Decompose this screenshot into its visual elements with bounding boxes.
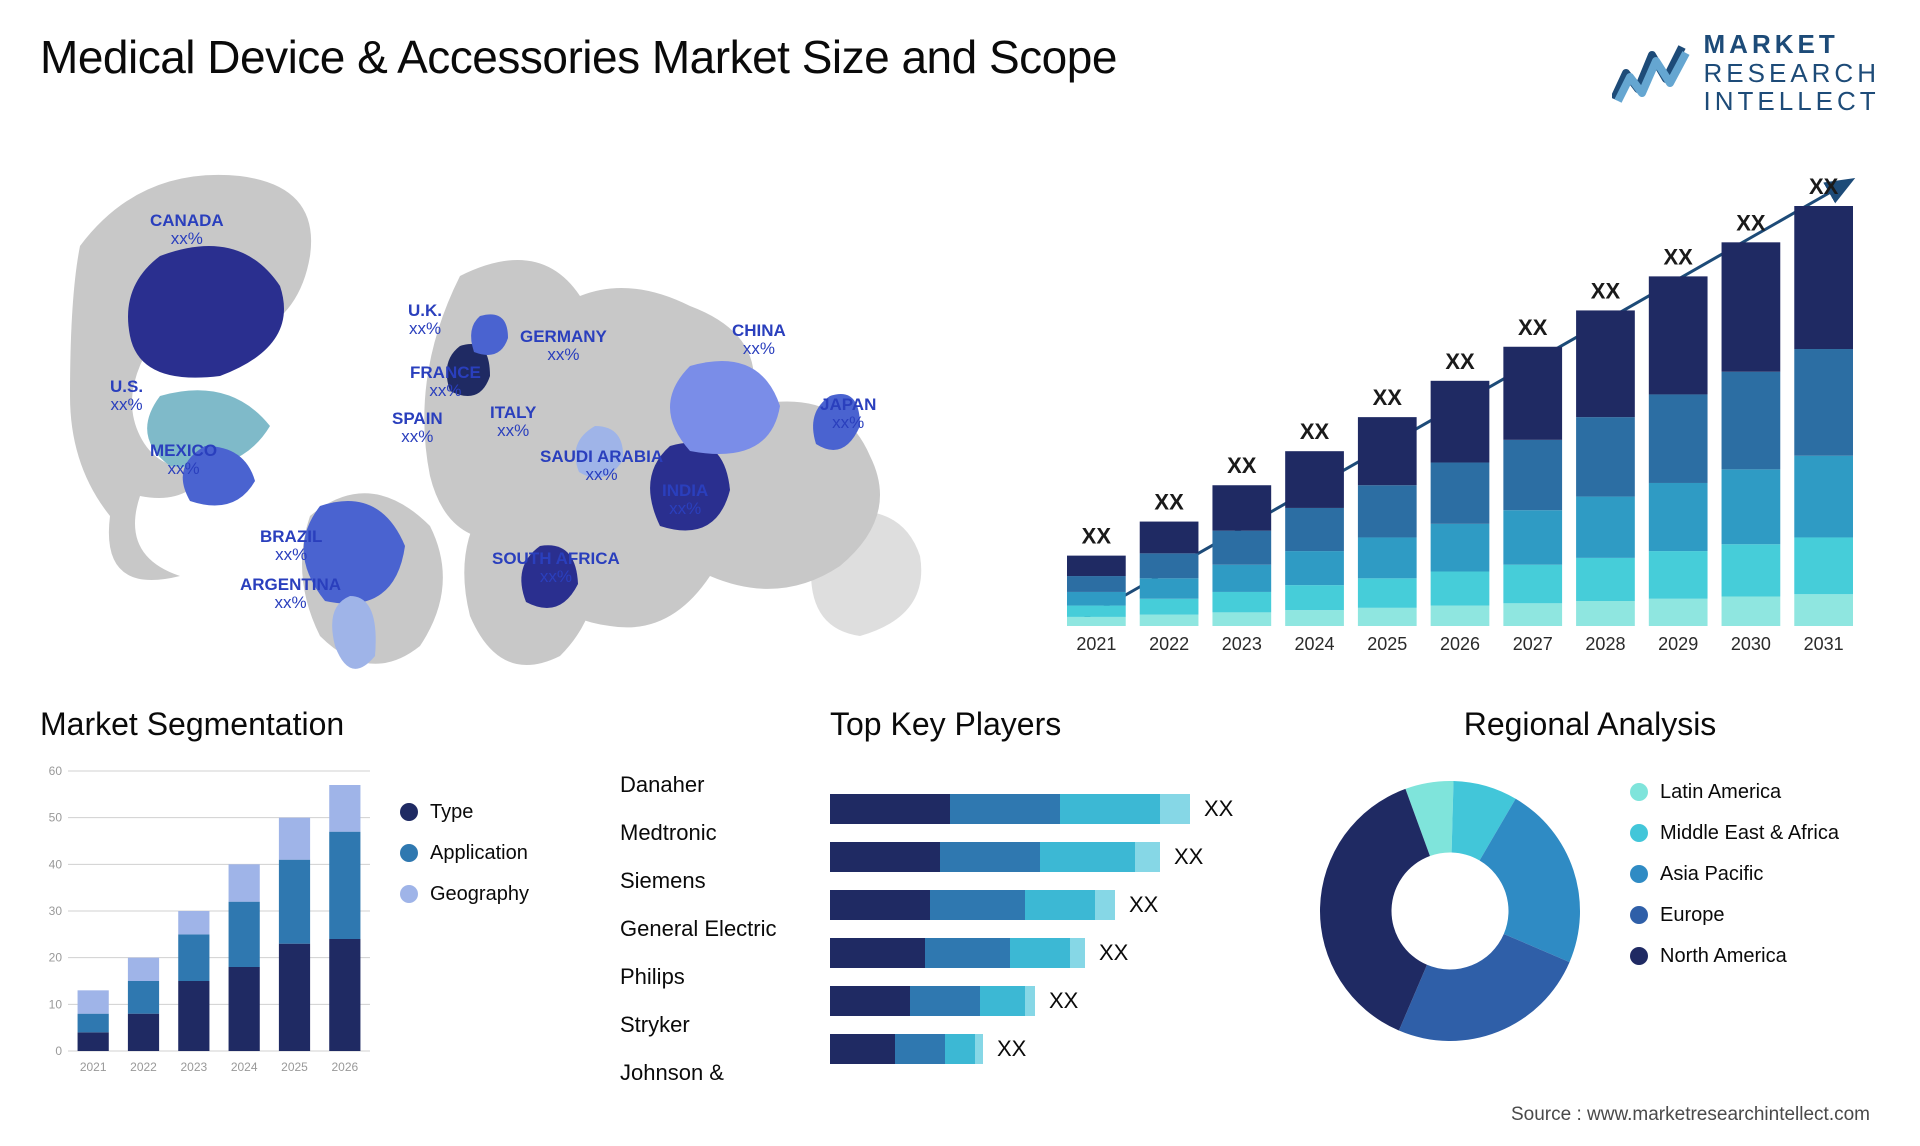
regional-legend: Latin America Middle East & Africa Asia Pa… (1600, 761, 1880, 1061)
svg-text:XX: XX (1664, 244, 1694, 269)
player-name: Johnson & (620, 1049, 830, 1097)
header: Medical Device & Accessories Market Size… (40, 30, 1880, 116)
svg-text:2021: 2021 (1076, 634, 1116, 654)
map-label: INDIAxx% (662, 482, 708, 518)
players-bars: XXXXXXXXXXXX (830, 761, 1280, 1121)
player-name: Stryker (620, 1001, 830, 1049)
segmentation-legend: Type Application Geography (380, 761, 600, 1081)
logo-line1: MARKET (1704, 30, 1880, 59)
svg-text:2025: 2025 (1367, 634, 1407, 654)
svg-text:0: 0 (55, 1044, 62, 1058)
segmentation-chart: 0 10 20 30 40 50 60 2021 2022 2023 2024 2025 2026 (40, 761, 380, 1081)
legend-item: Latin America (1630, 781, 1880, 804)
map-label: ITALYxx% (490, 404, 536, 440)
svg-text:2031: 2031 (1804, 634, 1844, 654)
regional-title: Regional Analysis (1300, 706, 1880, 743)
svg-text:2026: 2026 (331, 1060, 358, 1074)
svg-text:XX: XX (1373, 385, 1403, 410)
svg-text:2024: 2024 (231, 1060, 258, 1074)
svg-text:XX: XX (1227, 453, 1257, 478)
svg-text:XX: XX (1809, 174, 1839, 199)
map-label: ARGENTINAxx% (240, 576, 341, 612)
player-bar-row: XX (830, 929, 1280, 977)
map-label: CHINAxx% (732, 322, 786, 358)
svg-text:XX: XX (1082, 523, 1112, 548)
legend-item: Asia Pacific (1630, 863, 1880, 886)
legend-item: Geography (400, 883, 600, 906)
svg-text:2022: 2022 (130, 1060, 157, 1074)
player-name: Philips (620, 953, 830, 1001)
svg-text:XX: XX (1736, 210, 1766, 235)
svg-text:40: 40 (49, 857, 63, 871)
player-bar-row: XX (830, 881, 1280, 929)
logo-mark-icon (1612, 41, 1692, 105)
svg-text:2030: 2030 (1731, 634, 1771, 654)
svg-text:2021: 2021 (80, 1060, 107, 1074)
svg-text:XX: XX (1445, 349, 1475, 374)
page-title: Medical Device & Accessories Market Size… (40, 30, 1117, 84)
svg-text:2023: 2023 (1222, 634, 1262, 654)
player-bar-row: XX (830, 785, 1280, 833)
logo-line3: INTELLECT (1704, 87, 1880, 116)
regional-panel: Regional Analysis Latin America Middle Ea… (1300, 706, 1880, 1121)
map-label: U.S.xx% (110, 378, 143, 414)
player-bar-row (830, 1073, 1280, 1121)
svg-text:XX: XX (1591, 278, 1621, 303)
svg-text:2022: 2022 (1149, 634, 1189, 654)
svg-text:20: 20 (49, 950, 63, 964)
legend-item: Europe (1630, 904, 1880, 927)
world-map-panel: CANADAxx% U.S.xx%MEXICOxx% BRAZILxx% ARGENT… (40, 136, 1000, 676)
growth-chart-svg: XX 2021 XX 2022 XX 2023 XX 2024 XX 2025 XX 2026 XX 20… (1040, 136, 1880, 676)
svg-text:2029: 2029 (1658, 634, 1698, 654)
svg-text:50: 50 (49, 810, 63, 824)
svg-text:2023: 2023 (180, 1060, 207, 1074)
logo-line2: RESEARCH (1704, 59, 1880, 88)
svg-text:10: 10 (49, 997, 63, 1011)
map-label: SAUDI ARABIAxx% (540, 448, 663, 484)
map-label: MEXICOxx% (150, 442, 217, 478)
map-label: SOUTH AFRICAxx% (492, 550, 620, 586)
svg-text:2025: 2025 (281, 1060, 308, 1074)
regional-donut-svg (1300, 761, 1600, 1061)
svg-text:2026: 2026 (1440, 634, 1480, 654)
growth-chart: XX 2021 XX 2022 XX 2023 XX 2024 XX 2025 XX 2026 XX 20… (1040, 136, 1880, 676)
players-title: Top Key Players (830, 706, 1280, 743)
svg-text:XX: XX (1300, 419, 1330, 444)
legend-item: North America (1630, 945, 1880, 968)
svg-text:XX: XX (1518, 315, 1548, 340)
legend-item: Middle East & Africa (1630, 822, 1880, 845)
player-bar-row: XX (830, 833, 1280, 881)
player-name: General Electric (620, 905, 830, 953)
map-label: JAPANxx% (820, 396, 876, 432)
source-attribution: Source : www.marketresearchintellect.com (1511, 1104, 1870, 1126)
player-bar-row: XX (830, 977, 1280, 1025)
segmentation-panel: Market Segmentation 0 10 20 30 40 50 60 2021 202… (40, 706, 600, 1121)
svg-text:2024: 2024 (1295, 634, 1335, 654)
map-label: U.K.xx% (408, 302, 442, 338)
player-name: Siemens (620, 857, 830, 905)
legend-item: Type (400, 801, 600, 824)
map-label: GERMANYxx% (520, 328, 607, 364)
svg-text:60: 60 (49, 764, 63, 778)
regional-donut (1300, 761, 1600, 1061)
legend-item: Application (400, 842, 600, 865)
players-names: DanaherMedtronicSiemensGeneral ElectricP… (620, 761, 830, 1121)
svg-text:2027: 2027 (1513, 634, 1553, 654)
segmentation-chart-svg: 0 10 20 30 40 50 60 2021 2022 2023 2024 2025 2026 (40, 761, 380, 1081)
map-label: CANADAxx% (150, 212, 224, 248)
svg-text:2028: 2028 (1585, 634, 1625, 654)
player-bar-row: XX (830, 1025, 1280, 1073)
map-label: SPAINxx% (392, 410, 443, 446)
players-panel: Top Key Players DanaherMedtronicSiemensG… (620, 706, 1280, 1121)
player-name: Medtronic (620, 809, 830, 857)
segmentation-title: Market Segmentation (40, 706, 600, 743)
logo-text: MARKET RESEARCH INTELLECT (1704, 30, 1880, 116)
player-name: Danaher (620, 761, 830, 809)
svg-text:30: 30 (49, 904, 63, 918)
svg-text:XX: XX (1154, 489, 1184, 514)
brand-logo: MARKET RESEARCH INTELLECT (1612, 30, 1880, 116)
map-label: FRANCExx% (410, 364, 481, 400)
map-label: BRAZILxx% (260, 528, 322, 564)
